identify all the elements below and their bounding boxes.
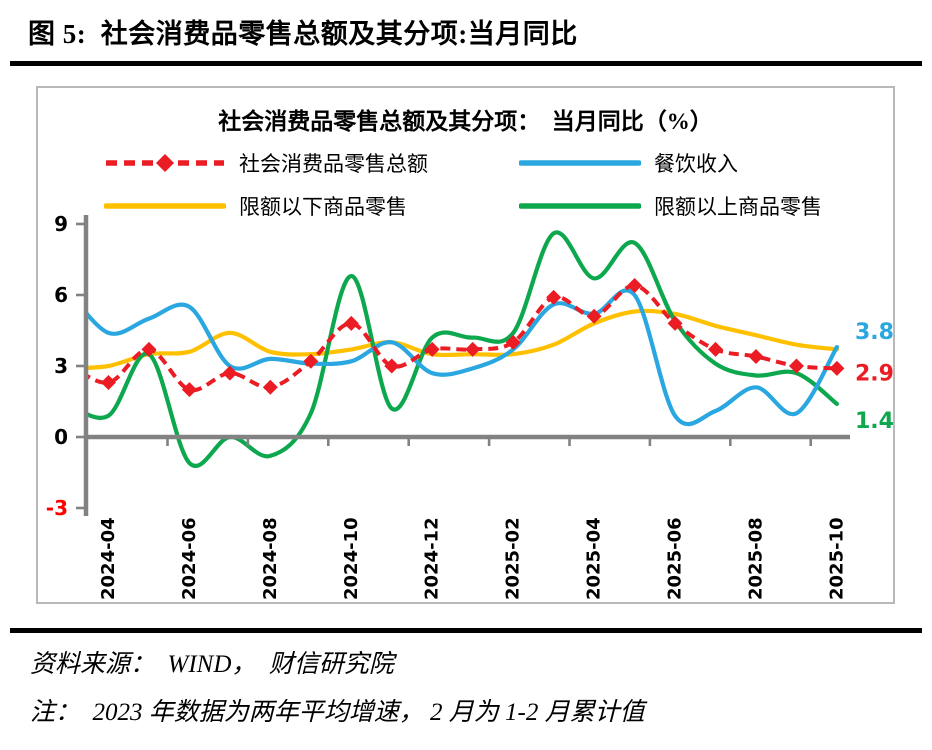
series-layer	[85, 230, 845, 468]
plot-area: 9 6 3 0 -3 2024-04 2024-06 2024-08 2024-10 2024-1…	[46, 212, 893, 600]
data-point-diamond	[627, 278, 643, 294]
chart-legend: 社会消费品零售总额 餐饮收入限额以下商品零售 限额以上商品零售	[104, 148, 884, 221]
data-point-diamond	[546, 289, 562, 305]
data-point-diamond	[303, 353, 319, 369]
chart-title: 社会消费品零售总额及其分项： 当月同比（%）	[218, 109, 713, 134]
legend-swatch	[519, 203, 641, 209]
x-tick-label: 2025-04	[584, 517, 605, 600]
x-tick-label: 2025-10	[826, 517, 847, 600]
axes	[83, 215, 850, 516]
end-value-label: 1.4	[855, 409, 893, 434]
legend-label: 餐饮收入	[654, 152, 738, 176]
x-tick-label: 2024-08	[260, 517, 281, 600]
data-point-diamond	[829, 360, 845, 376]
x-tick-label: 2025-08	[745, 517, 766, 600]
x-tick-label: 2025-06	[665, 517, 686, 600]
top-rule	[10, 61, 922, 66]
y-tick-label: 9	[54, 212, 68, 236]
data-point-diamond	[748, 349, 764, 365]
legend-swatch	[519, 160, 641, 166]
x-tick-label: 2024-04	[98, 517, 119, 600]
data-point-diamond	[788, 358, 804, 374]
legend-item-3: 限额以上商品零售	[519, 191, 884, 221]
series-line-2	[85, 308, 839, 371]
axis-ticks	[76, 222, 813, 510]
chart-panel: 9 6 3 0 -3 2024-04 2024-06 2024-08 2024-10 2024-1…	[36, 86, 895, 604]
data-point-diamond	[505, 334, 521, 350]
x-tick-label: 2025-02	[503, 517, 524, 600]
data-point-diamond	[262, 379, 278, 395]
legend-label: 社会消费品零售总额	[239, 152, 428, 176]
legend-swatch	[106, 154, 224, 172]
data-point-diamond	[343, 315, 359, 331]
data-point-diamond	[708, 341, 724, 357]
series-line-3	[85, 230, 839, 468]
legend-label: 限额以上商品零售	[654, 195, 822, 219]
end-value-label: 3.8	[855, 320, 893, 345]
bottom-rule	[10, 628, 922, 633]
series-line-1	[85, 288, 839, 427]
x-tick-label: 2024-10	[341, 517, 362, 600]
legend-label: 限额以下商品零售	[239, 195, 407, 219]
data-point-diamond	[181, 382, 197, 398]
data-point-diamond	[667, 315, 683, 331]
x-tick-label: 2024-12	[422, 517, 443, 600]
data-point-diamond	[141, 341, 157, 357]
legend-swatch	[104, 203, 226, 209]
y-tick-label: 6	[54, 283, 68, 307]
data-note: 注： 2023 年数据为两年平均增速， 2 月为 1-2 月累计值	[30, 699, 645, 726]
data-point-diamond	[222, 365, 238, 381]
legend-item-1: 餐饮收入	[519, 148, 884, 178]
end-value-label: 2.9	[855, 361, 893, 386]
data-point-diamond	[384, 358, 400, 374]
data-point-diamond	[424, 341, 440, 357]
y-tick-label: -3	[46, 496, 68, 520]
series-line-0	[85, 283, 838, 393]
figure-title: 图 5: 社会消费品零售总额及其分项:当月同比	[28, 19, 578, 49]
data-point-diamond	[100, 375, 116, 391]
legend-diamond-marker	[156, 154, 174, 172]
legend-item-0: 社会消费品零售总额	[104, 148, 519, 178]
y-tick-label: 0	[54, 425, 68, 449]
source-note: 资料来源： WIND， 财信研究院	[30, 651, 394, 678]
x-tick-label: 2024-06	[179, 517, 200, 600]
y-tick-label: 3	[54, 354, 68, 378]
data-point-diamond	[465, 341, 481, 357]
legend-item-2: 限额以下商品零售	[104, 191, 519, 221]
data-point-diamond	[586, 308, 602, 324]
